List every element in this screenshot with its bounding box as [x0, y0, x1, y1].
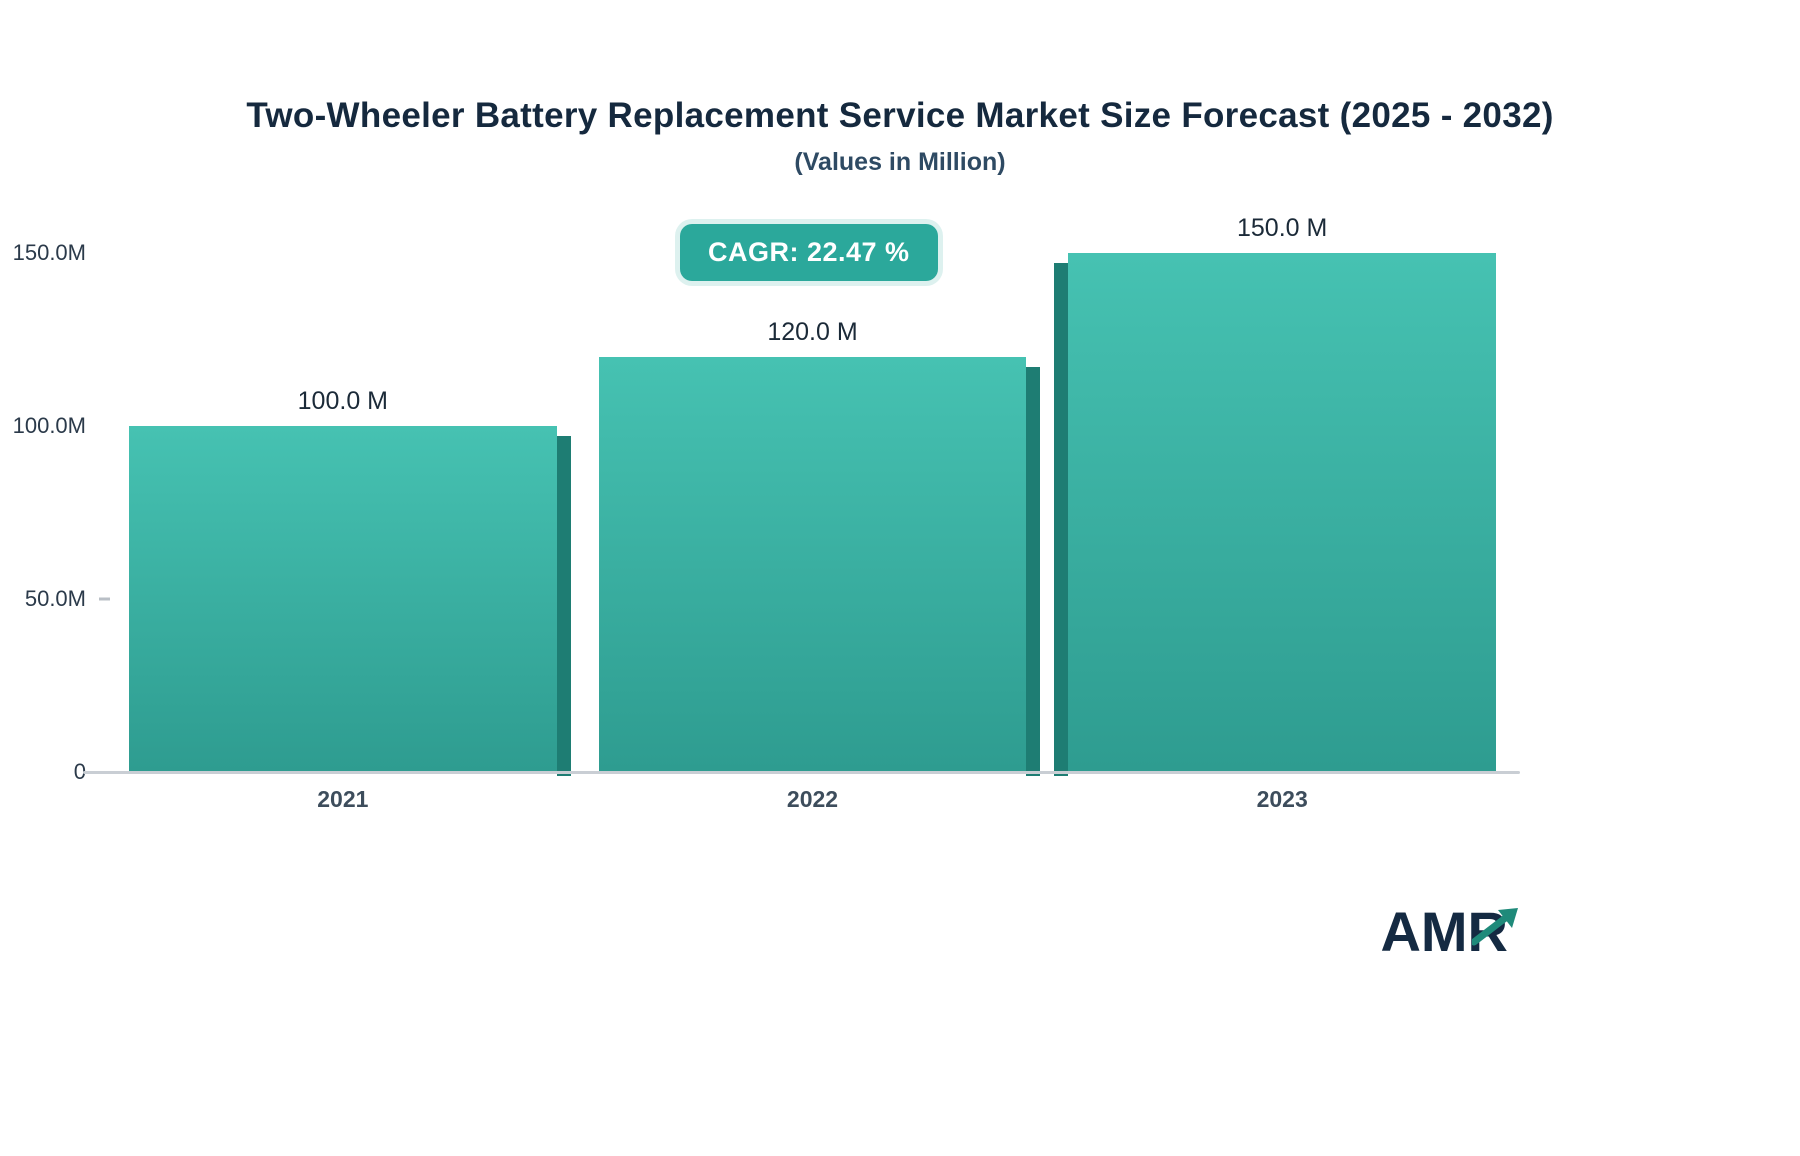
bar-2022: 120.0 M — [598, 318, 1041, 777]
plot-area: 100.0 M 120.0 M 150.0 M — [83, 214, 1520, 777]
brand-logo: AMR — [1380, 900, 1518, 964]
bar-2021: 100.0 M — [129, 387, 571, 776]
bar-value-label: 120.0 M — [767, 317, 858, 346]
chart-title: Two-Wheeler Battery Replacement Service … — [246, 96, 1554, 135]
y-tick-label: 100.0M — [12, 413, 86, 438]
bar-value-label: 150.0 M — [1237, 214, 1328, 242]
bar-group: 100.0 M — [129, 253, 571, 776]
x-axis-line — [83, 771, 1520, 774]
x-tick-label: 2023 — [1256, 786, 1308, 812]
x-tick-label: 2021 — [317, 786, 369, 812]
y-tick-label: 150.0M — [12, 240, 86, 265]
x-tick-label: 2022 — [786, 786, 839, 812]
bar-group: 120.0 M — [598, 253, 1041, 777]
y-tick-dash — [99, 597, 110, 601]
cagr-badge: CAGR: 22.47 % — [680, 224, 938, 281]
y-axis: 0 50.0M 100.0M 150.0M — [0, 240, 110, 784]
bar-2023: 150.0 M — [1054, 214, 1497, 776]
y-tick-label: 0 — [73, 759, 86, 784]
bar-group: 150.0 M — [1054, 214, 1497, 776]
x-axis-labels: 2021 2022 2023 — [105, 786, 1520, 813]
chart-subtitle: (Values in Million) — [794, 148, 1006, 176]
y-tick-label: 50.0M — [24, 586, 86, 611]
bars: 100.0 M 120.0 M 150.0 M — [105, 214, 1520, 777]
bar-value-label: 100.0 M — [297, 387, 388, 415]
trend-up-arrow-icon — [1472, 908, 1518, 946]
